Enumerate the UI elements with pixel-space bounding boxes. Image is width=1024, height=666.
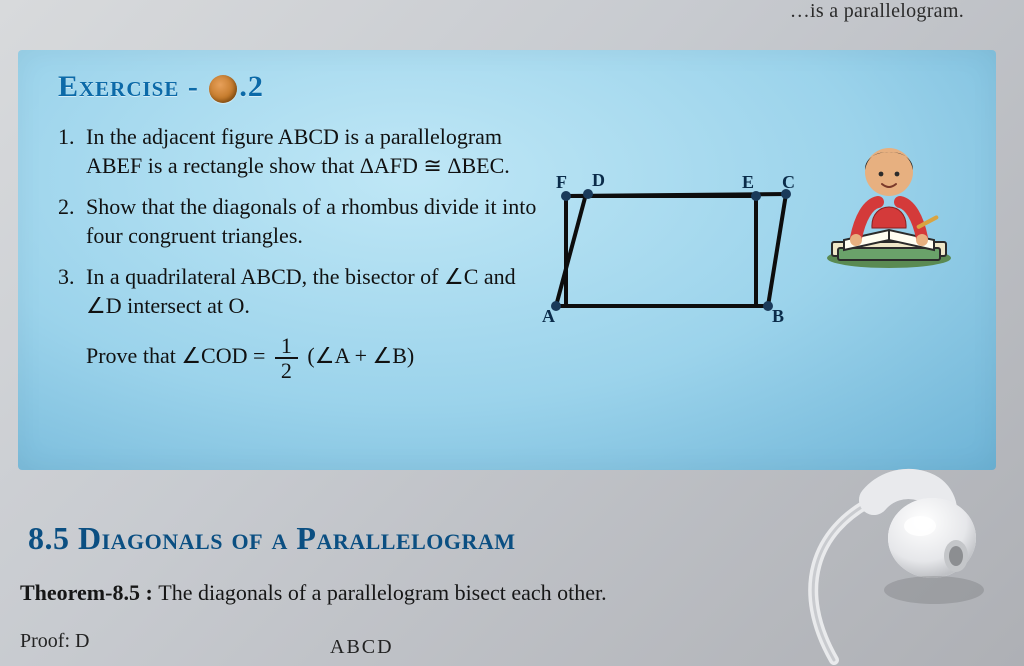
exercise-block: Exercise - .2 1. In the adjacent figure … [18, 50, 996, 470]
number-stamp-icon [209, 75, 237, 103]
theorem-text: The diagonals of a parallelogram bisect … [158, 580, 606, 605]
theorem-label: Theorem-8.5 : [20, 580, 158, 605]
proof-fragment: Proof: D [20, 630, 89, 653]
parallelogram-figure: F D E C A B [536, 166, 796, 326]
figure-label-d: D [592, 170, 605, 190]
item-text: ∠D intersect at O. [86, 293, 250, 318]
abcd-fragment: ABCD [330, 636, 394, 659]
item-text: In the adjacent figure ABCD is a paralle… [86, 124, 502, 149]
item-text: ABEF is a rectangle show that ΔAFD ≅ ΔBE… [86, 153, 510, 178]
section-number: 8.5 [28, 520, 78, 556]
item-number: 1. [58, 122, 75, 151]
textbook-page: …is a parallelogram. Exercise - .2 1. In… [0, 0, 1024, 666]
theorem-line: Theorem-8.5 : The diagonals of a paralle… [20, 580, 607, 606]
fraction-denominator: 2 [275, 359, 298, 382]
earbud-overlay [724, 460, 984, 666]
prove-line: Prove that ∠COD = 1 2 (∠A + ∠B) [86, 334, 966, 382]
item-number: 3. [58, 262, 75, 291]
section-title-text: Diagonals of a Parallelogram [78, 520, 516, 556]
figure-label-c: C [782, 172, 795, 192]
figure-label-b: B [772, 306, 784, 326]
figure-label-f: F [556, 172, 567, 192]
fraction-numerator: 1 [275, 334, 298, 359]
list-item: 1. In the adjacent figure ABCD is a para… [58, 122, 618, 180]
figure-label-a: A [542, 306, 555, 326]
list-item: 3. In a quadrilateral ABCD, the bisector… [58, 262, 618, 320]
figure-label-e: E [742, 172, 754, 192]
prove-prefix: Prove that ∠COD = [86, 343, 271, 368]
fraction: 1 2 [275, 334, 298, 382]
exercise-list: 1. In the adjacent figure ABCD is a para… [58, 122, 618, 320]
item-text: Show that the diagonals of a rhombus div… [86, 194, 536, 219]
exercise-title-number: .2 [239, 70, 264, 103]
item-text: In a quadrilateral ABCD, the bisector of… [86, 264, 516, 289]
section-heading: 8.5 Diagonals of a Parallelogram [28, 520, 516, 557]
exercise-title-prefix: Exercise - [58, 70, 207, 103]
student-illustration [814, 130, 964, 270]
item-number: 2. [58, 192, 75, 221]
exercise-heading: Exercise - .2 [58, 70, 966, 104]
prove-suffix: (∠A + ∠B) [307, 343, 414, 368]
previous-line-fragment: …is a parallelogram. [790, 0, 964, 23]
list-item: 2. Show that the diagonals of a rhombus … [58, 192, 618, 250]
item-text: four congruent triangles. [86, 223, 303, 248]
